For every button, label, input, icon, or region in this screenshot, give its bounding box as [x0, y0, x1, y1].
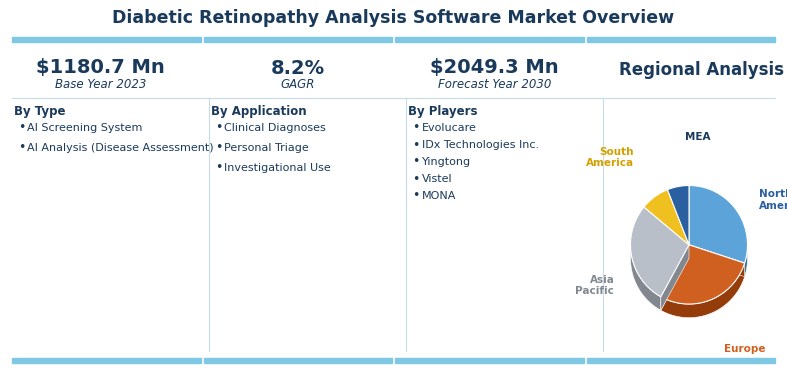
Bar — [586, 358, 775, 363]
Text: By Players: By Players — [408, 106, 478, 119]
Text: •: • — [412, 156, 419, 169]
Text: South
America: South America — [586, 147, 634, 168]
Polygon shape — [661, 245, 689, 310]
Text: Asia
Pacific: Asia Pacific — [575, 275, 615, 296]
Text: Personal Triage: Personal Triage — [224, 143, 309, 153]
Text: $1180.7 Mn: $1180.7 Mn — [36, 59, 165, 78]
Text: North
America: North America — [759, 189, 787, 211]
Text: By Type: By Type — [14, 106, 65, 119]
Text: $2049.3 Mn: $2049.3 Mn — [430, 59, 559, 78]
Bar — [12, 37, 201, 42]
Polygon shape — [689, 245, 745, 277]
Text: Europe: Europe — [724, 344, 766, 354]
Polygon shape — [745, 244, 748, 277]
Polygon shape — [630, 207, 689, 297]
Text: By Application: By Application — [211, 106, 307, 119]
Text: •: • — [18, 122, 25, 135]
Polygon shape — [667, 185, 689, 245]
Polygon shape — [630, 245, 661, 310]
Text: AI Analysis (Disease Assessment): AI Analysis (Disease Assessment) — [27, 143, 213, 153]
Text: Evolucare: Evolucare — [422, 123, 477, 133]
Polygon shape — [661, 245, 745, 304]
Polygon shape — [689, 185, 748, 263]
Text: GAGR: GAGR — [280, 78, 315, 91]
Text: Base Year 2023: Base Year 2023 — [55, 78, 146, 91]
Text: •: • — [215, 162, 223, 175]
Text: Diabetic Retinopathy Analysis Software Market Overview: Diabetic Retinopathy Analysis Software M… — [113, 9, 674, 27]
Polygon shape — [644, 190, 689, 245]
Text: Yingtong: Yingtong — [422, 157, 471, 167]
Polygon shape — [689, 245, 745, 277]
Bar — [204, 37, 392, 42]
Bar — [395, 358, 583, 363]
Text: Investigational Use: Investigational Use — [224, 163, 331, 173]
Bar — [204, 358, 392, 363]
Text: •: • — [215, 122, 223, 135]
Polygon shape — [661, 245, 689, 310]
Text: MONA: MONA — [422, 191, 456, 201]
Text: •: • — [412, 172, 419, 185]
Text: AI Screening System: AI Screening System — [27, 123, 142, 133]
Text: •: • — [412, 189, 419, 203]
Polygon shape — [661, 263, 745, 318]
Text: Vistel: Vistel — [422, 174, 453, 184]
Text: 8.2%: 8.2% — [271, 59, 325, 78]
Text: Regional Analysis: Regional Analysis — [619, 61, 784, 79]
Text: IDx Technologies Inc.: IDx Technologies Inc. — [422, 140, 539, 150]
Text: •: • — [412, 122, 419, 135]
Text: MEA: MEA — [685, 132, 711, 142]
Text: Forecast Year 2030: Forecast Year 2030 — [438, 78, 552, 91]
Text: •: • — [18, 141, 25, 154]
Bar — [586, 37, 775, 42]
Text: •: • — [412, 138, 419, 151]
Bar — [12, 358, 201, 363]
Text: •: • — [215, 141, 223, 154]
Bar — [395, 37, 583, 42]
Text: Clinical Diagnoses: Clinical Diagnoses — [224, 123, 326, 133]
